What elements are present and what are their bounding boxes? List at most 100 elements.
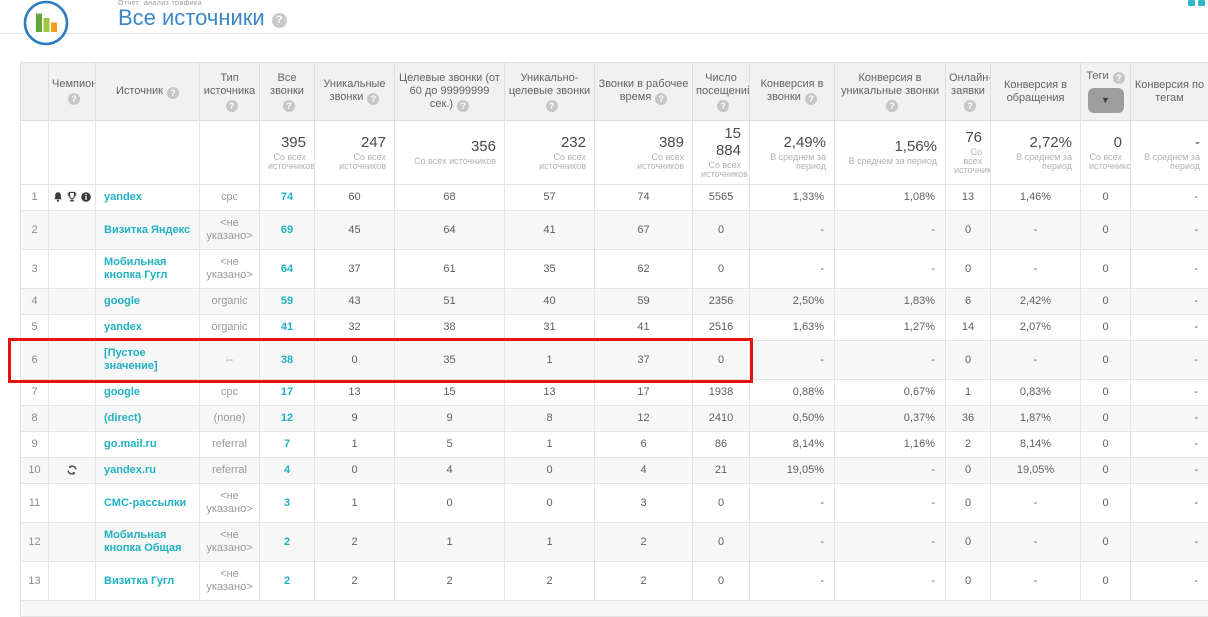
- bell-icon[interactable]: [52, 191, 64, 203]
- all-calls-link[interactable]: 38: [260, 341, 315, 380]
- all-calls-link[interactable]: 17: [260, 380, 315, 406]
- help-icon[interactable]: ?: [167, 87, 179, 99]
- all-calls-link[interactable]: 74: [260, 185, 315, 211]
- online-requests-cell: 0: [946, 562, 991, 601]
- unique-target-calls-cell: 8: [505, 406, 595, 432]
- target-calls-cell: 4: [395, 458, 505, 484]
- source-link[interactable]: Визитка Гугл: [96, 562, 200, 601]
- champions-cell: [49, 484, 96, 523]
- source-link[interactable]: yandex.ru: [96, 458, 200, 484]
- help-icon[interactable]: ?: [717, 100, 729, 112]
- unique-target-calls-cell: 35: [505, 250, 595, 289]
- tags-filter-dropdown-button[interactable]: ▼: [1088, 88, 1124, 113]
- source-link[interactable]: Мобильная кнопка Гугл: [96, 250, 200, 289]
- help-icon[interactable]: ?: [226, 100, 238, 112]
- all-calls-link[interactable]: 7: [260, 432, 315, 458]
- all-calls-link[interactable]: 12: [260, 406, 315, 432]
- help-icon[interactable]: ?: [546, 100, 558, 112]
- col-header-conv_calls[interactable]: Конверсия в звонки?: [750, 63, 835, 121]
- all-calls-link[interactable]: 3: [260, 484, 315, 523]
- total-caption: В среднем за период: [1139, 153, 1200, 171]
- source-link[interactable]: go.mail.ru: [96, 432, 200, 458]
- target-calls-cell: 51: [395, 289, 505, 315]
- work-time-calls-cell: 2: [595, 523, 693, 562]
- col-header-num[interactable]: [21, 63, 49, 121]
- conv-tags-cell: -: [1131, 458, 1208, 484]
- conv-calls-cell: 8,14%: [750, 432, 835, 458]
- conv-calls-cell: -: [750, 341, 835, 380]
- conv-appeals-cell: -: [991, 341, 1081, 380]
- sync-icon[interactable]: [66, 464, 78, 476]
- col-header-unique_calls[interactable]: Уникальные звонки?: [315, 63, 395, 121]
- col-header-source[interactable]: Источник?: [96, 63, 200, 121]
- help-icon[interactable]: ?: [68, 93, 80, 105]
- col-header-source_type[interactable]: Тип источника?: [200, 63, 260, 121]
- help-icon[interactable]: ?: [886, 100, 898, 112]
- conv-unique-calls-cell: -: [835, 211, 946, 250]
- info-icon[interactable]: [80, 191, 92, 203]
- help-icon[interactable]: ?: [367, 93, 379, 105]
- work-time-calls-cell: 17: [595, 380, 693, 406]
- target-calls-cell: 38: [395, 315, 505, 341]
- conv-tags-cell: -: [1131, 315, 1208, 341]
- all-calls-link[interactable]: 2: [260, 562, 315, 601]
- all-calls-link[interactable]: 2: [260, 523, 315, 562]
- toolbar-mini-icon-2[interactable]: [1198, 0, 1205, 6]
- col-header-target_calls[interactable]: Целевые звонки (от 60 до 99999999 сек.)?: [395, 63, 505, 121]
- col-header-champions[interactable]: Чемпионы?: [49, 63, 96, 121]
- help-icon[interactable]: ?: [964, 100, 976, 112]
- unique-target-calls-cell: 13: [505, 380, 595, 406]
- all-calls-link[interactable]: 64: [260, 250, 315, 289]
- champions-cell: [49, 432, 96, 458]
- all-calls-link[interactable]: 4: [260, 458, 315, 484]
- col-header-visits[interactable]: Число посещений?: [693, 63, 750, 121]
- conv-appeals-cell: 8,14%: [991, 432, 1081, 458]
- unique-calls-cell: 32: [315, 315, 395, 341]
- source-link[interactable]: [Пустое значение]: [96, 341, 200, 380]
- title-help-icon[interactable]: ?: [272, 13, 287, 28]
- source-link[interactable]: Визитка Яндекс: [96, 211, 200, 250]
- tags-cell: 0: [1081, 211, 1131, 250]
- target-calls-cell: 64: [395, 211, 505, 250]
- conv-calls-cell: 0,50%: [750, 406, 835, 432]
- source-link[interactable]: (direct): [96, 406, 200, 432]
- work-time-calls-cell: 37: [595, 341, 693, 380]
- col-header-online_requests[interactable]: Онлайн-заявки?: [946, 63, 991, 121]
- col-header-label: Конверсия в обращения: [1004, 79, 1067, 104]
- help-icon[interactable]: ?: [655, 93, 667, 105]
- col-header-label: Конверсия в уникальные звонки: [841, 72, 939, 97]
- col-header-tags[interactable]: Теги?▼: [1081, 63, 1131, 121]
- source-link[interactable]: Мобильная кнопка Общая: [96, 523, 200, 562]
- col-header-work_time_calls[interactable]: Звонки в рабочее время?: [595, 63, 693, 121]
- champions-cell: [49, 406, 96, 432]
- help-icon[interactable]: ?: [283, 100, 295, 112]
- toolbar-mini-icon-1[interactable]: [1188, 0, 1195, 6]
- all-calls-link[interactable]: 59: [260, 289, 315, 315]
- col-header-unique_target_calls[interactable]: Уникально-целевые звонки?: [505, 63, 595, 121]
- col-header-conv_appeals[interactable]: Конверсия в обращения: [991, 63, 1081, 121]
- col-header-conv_tags[interactable]: Конверсия по тегам: [1131, 63, 1208, 121]
- conv-appeals-cell: -: [991, 211, 1081, 250]
- source-link[interactable]: СМС-рассылки: [96, 484, 200, 523]
- help-icon[interactable]: ?: [457, 100, 469, 112]
- col-header-conv_unique_calls[interactable]: Конверсия в уникальные звонки?: [835, 63, 946, 121]
- target-calls-cell: 0: [395, 484, 505, 523]
- source-type: referral: [200, 458, 260, 484]
- total-cell: -В среднем за период: [1131, 121, 1208, 185]
- source-link[interactable]: yandex: [96, 185, 200, 211]
- all-calls-link[interactable]: 41: [260, 315, 315, 341]
- col-header-all_calls[interactable]: Все звонки?: [260, 63, 315, 121]
- trophy-icon[interactable]: [66, 191, 78, 203]
- all-calls-link[interactable]: 69: [260, 211, 315, 250]
- online-requests-cell: 36: [946, 406, 991, 432]
- source-link[interactable]: google: [96, 380, 200, 406]
- help-icon[interactable]: ?: [1113, 72, 1125, 84]
- source-link[interactable]: google: [96, 289, 200, 315]
- source-link[interactable]: yandex: [96, 315, 200, 341]
- help-icon[interactable]: ?: [805, 93, 817, 105]
